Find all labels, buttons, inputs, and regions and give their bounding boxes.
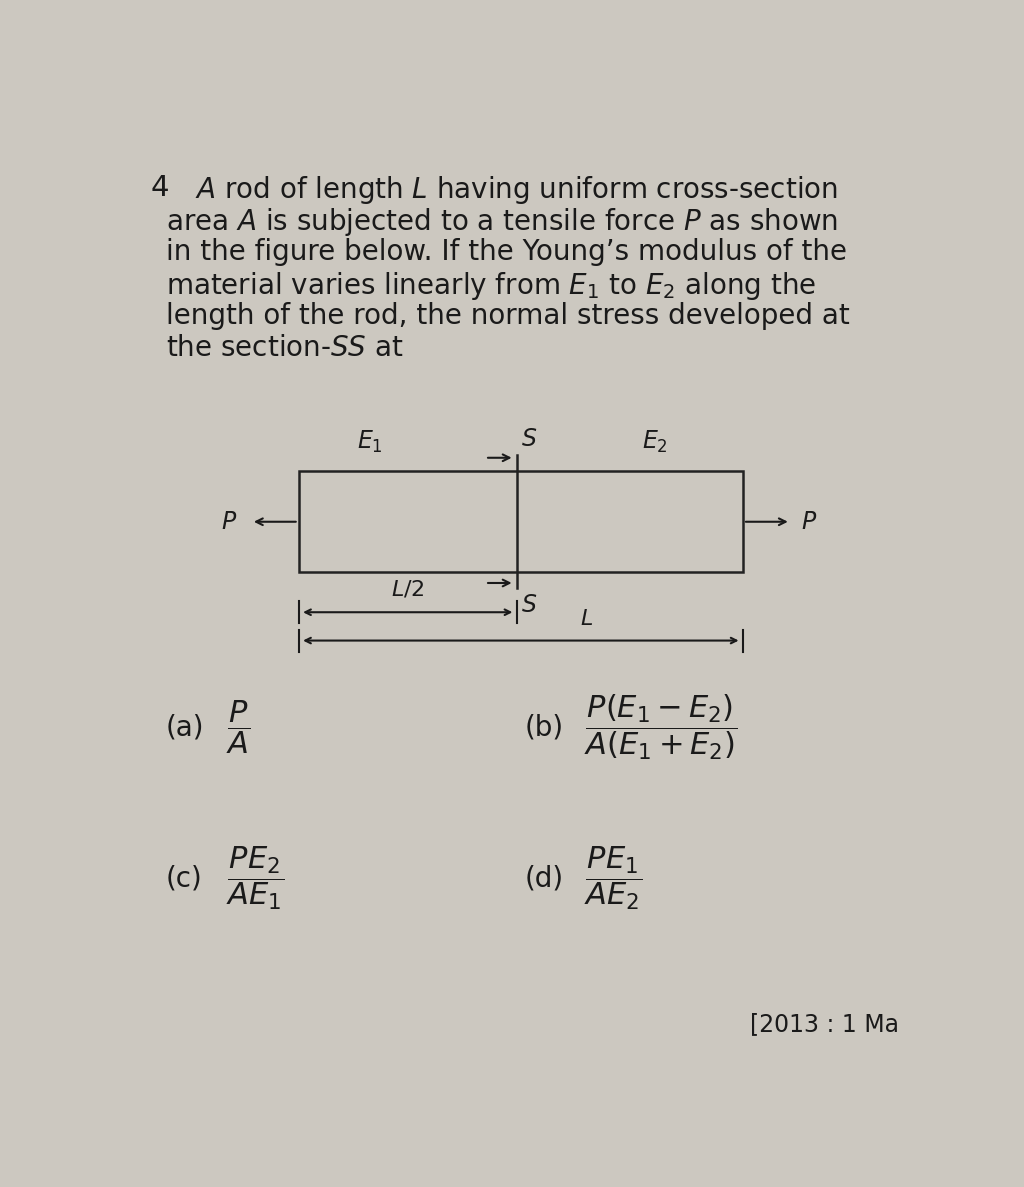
Text: $E_1$: $E_1$ <box>356 429 382 455</box>
Text: [2013 : 1 Ma: [2013 : 1 Ma <box>751 1013 899 1036</box>
Text: $\dfrac{P(E_1 - E_2)}{A(E_1 + E_2)}$: $\dfrac{P(E_1 - E_2)}{A(E_1 + E_2)}$ <box>585 692 737 762</box>
Text: $P$: $P$ <box>221 509 238 534</box>
Text: $L$: $L$ <box>581 609 594 629</box>
Text: the section-$SS$ at: the section-$SS$ at <box>166 335 403 362</box>
Text: $\dfrac{P}{A}$: $\dfrac{P}{A}$ <box>225 699 250 756</box>
Text: $S$: $S$ <box>521 427 537 451</box>
Text: $E_2$: $E_2$ <box>642 429 668 455</box>
Text: $P$: $P$ <box>801 509 817 534</box>
Text: in the figure below. If the Young’s modulus of the: in the figure below. If the Young’s modu… <box>166 239 847 266</box>
Bar <box>299 471 743 572</box>
Text: length of the rod, the normal stress developed at: length of the rod, the normal stress dev… <box>166 303 850 330</box>
Text: (c): (c) <box>166 864 203 893</box>
Text: $\dfrac{PE_1}{AE_2}$: $\dfrac{PE_1}{AE_2}$ <box>585 844 642 912</box>
Text: (a): (a) <box>166 713 205 742</box>
Text: $A$ rod of length $L$ having uniform cross-section: $A$ rod of length $L$ having uniform cro… <box>196 174 839 207</box>
Text: material varies linearly from $E_1$ to $E_2$ along the: material varies linearly from $E_1$ to $… <box>166 271 816 303</box>
Text: $\dfrac{PE_2}{AE_1}$: $\dfrac{PE_2}{AE_1}$ <box>225 844 284 912</box>
Text: 4: 4 <box>151 174 169 203</box>
Text: (b): (b) <box>524 713 564 742</box>
Text: $S$: $S$ <box>521 594 537 617</box>
Text: area $A$ is subjected to a tensile force $P$ as shown: area $A$ is subjected to a tensile force… <box>166 207 839 239</box>
Text: (d): (d) <box>524 864 564 893</box>
Text: $L/2$: $L/2$ <box>391 578 424 599</box>
